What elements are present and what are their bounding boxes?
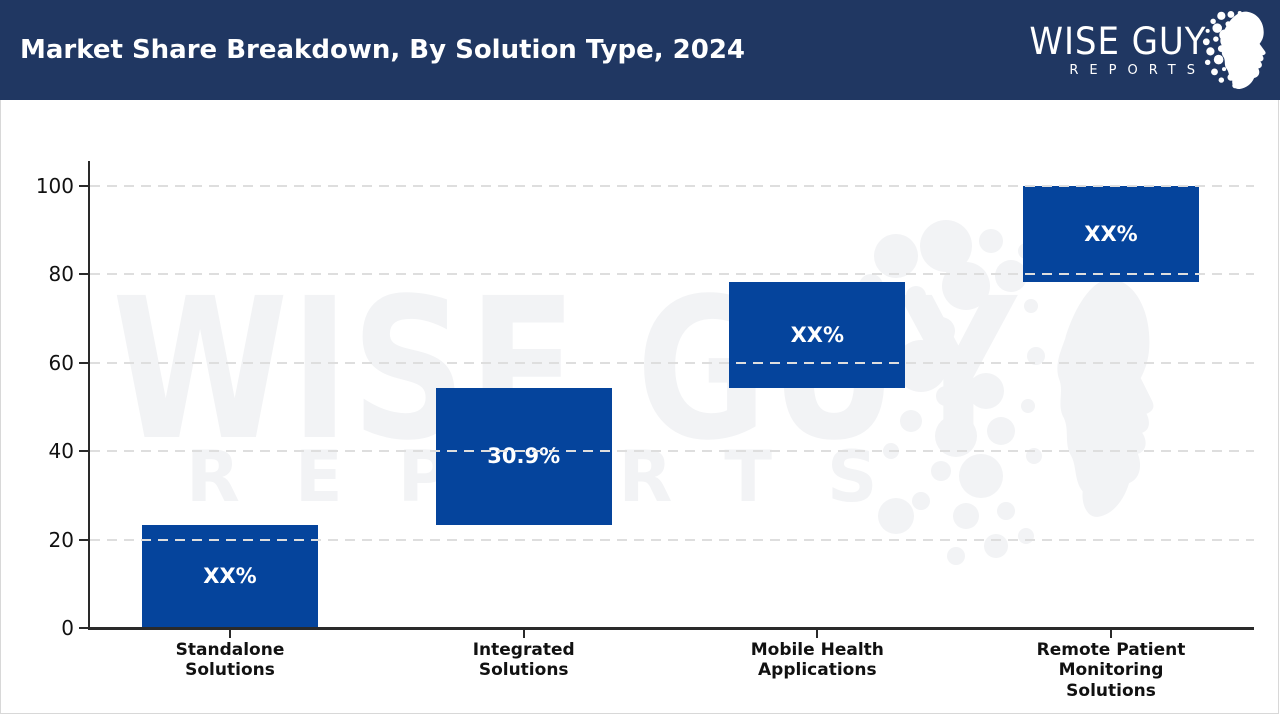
- category-label-mobile-health-applications: Mobile Health Applications: [750, 640, 884, 681]
- y-tick: [79, 273, 88, 276]
- x-axis-line: [88, 627, 1254, 630]
- brand-logo: WISE GUY REPORTS: [1014, 9, 1270, 91]
- category-label-standalone-solutions: Standalone Solutions: [175, 640, 285, 681]
- y-tick: [79, 185, 88, 187]
- gridline: [90, 450, 1254, 453]
- y-tick: [79, 627, 88, 629]
- x-tick: [1110, 630, 1112, 638]
- y-tick-label: 60: [48, 350, 74, 375]
- category-label-remote-patient-monitoring-solutions: Remote Patient Monitoring Solutions: [1036, 640, 1186, 701]
- category-label-integrated-solutions: Integrated Solutions: [472, 640, 575, 681]
- gridline: [90, 273, 1254, 276]
- bar-value-label: XX%: [1084, 221, 1138, 246]
- bar-remote-patient-monitoring-solutions[interactable]: XX%: [1023, 186, 1199, 282]
- gridline: [90, 185, 1254, 187]
- bar-value-label: 30.9%: [487, 444, 561, 469]
- dotted-face-icon: [1202, 11, 1266, 90]
- logo-text: WISE GUY REPORTS: [1014, 23, 1206, 78]
- logo-subtext: REPORTS: [1069, 62, 1206, 78]
- x-tick: [816, 630, 819, 638]
- y-tick-label: 20: [48, 527, 74, 552]
- page-title: Market Share Breakdown, By Solution Type…: [20, 35, 746, 65]
- logo-wordmark: WISE GUY: [1028, 19, 1206, 63]
- x-tick: [522, 630, 525, 638]
- y-tick: [79, 538, 88, 541]
- header: Market Share Breakdown, By Solution Type…: [0, 0, 1280, 100]
- y-tick-label: 80: [48, 262, 74, 287]
- bar-value-label: XX%: [203, 564, 257, 589]
- bar-integrated-solutions[interactable]: 30.9%: [435, 387, 612, 525]
- x-tick: [229, 630, 231, 638]
- y-axis-line: [88, 161, 90, 628]
- y-tick-label: 0: [61, 616, 74, 640]
- y-tick-label: 100: [35, 174, 74, 198]
- gridline: [90, 538, 1254, 541]
- bar-mobile-health-applications[interactable]: XX%: [729, 281, 906, 388]
- y-tick: [79, 450, 88, 453]
- y-tick-label: 40: [48, 439, 74, 464]
- y-tick: [79, 361, 88, 364]
- gridline: [90, 361, 1254, 364]
- bar-value-label: XX%: [790, 322, 845, 347]
- bar-standalone-solutions[interactable]: XX%: [142, 524, 318, 628]
